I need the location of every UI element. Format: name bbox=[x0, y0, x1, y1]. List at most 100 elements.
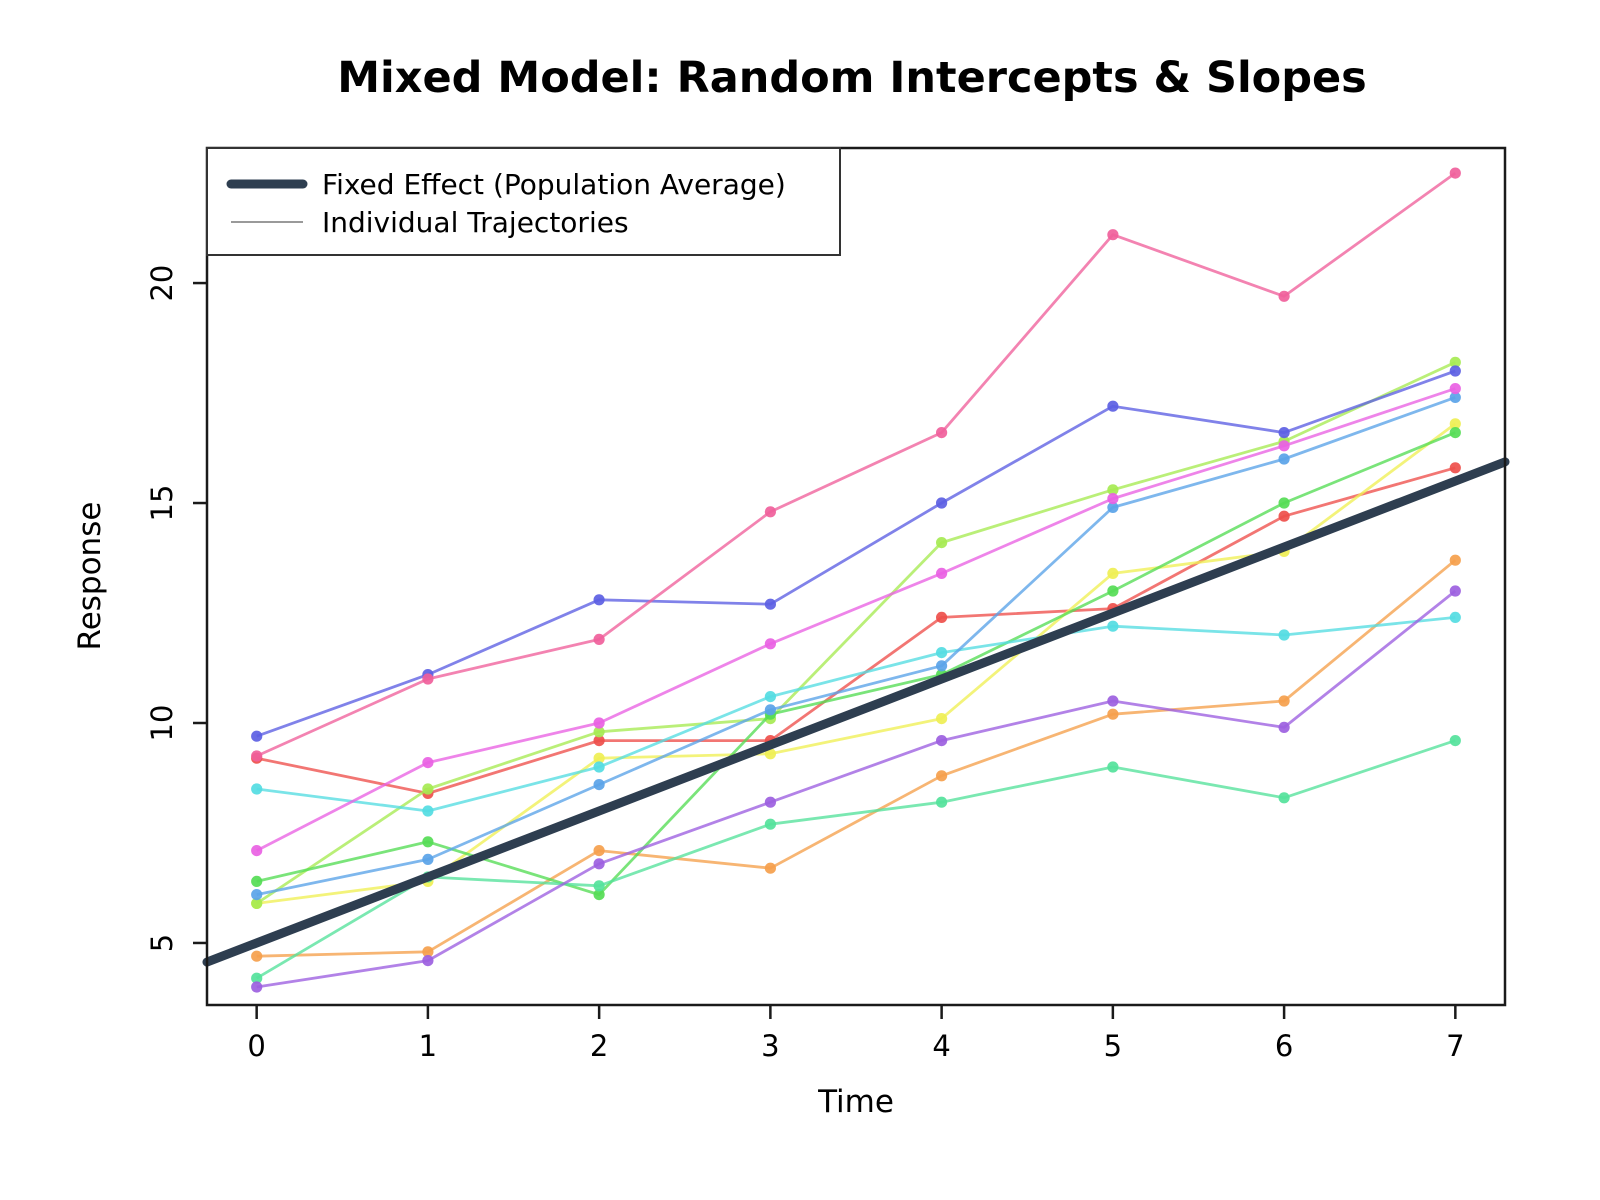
data-point-Subject-10 bbox=[764, 796, 777, 808]
data-point-Subject-9 bbox=[593, 594, 605, 606]
y-axis-title: Response bbox=[72, 502, 108, 651]
series-line-Subject-5 bbox=[256, 431, 1456, 896]
data-point-Subject-8 bbox=[422, 853, 434, 866]
data-point-Subject-12 bbox=[593, 633, 605, 646]
legend-individual-label: Individual Trajectories bbox=[322, 206, 629, 239]
data-point-Subject-1 bbox=[1278, 510, 1290, 522]
x-tick-label: 3 bbox=[761, 1029, 779, 1063]
data-point-Subject-10 bbox=[936, 735, 948, 747]
y-tick-label: 10 bbox=[145, 705, 179, 742]
data-point-Subject-7 bbox=[593, 761, 605, 773]
data-point-Subject-8 bbox=[1107, 501, 1119, 513]
data-point-Subject-6 bbox=[936, 796, 948, 808]
data-point-Subject-7 bbox=[936, 647, 948, 659]
data-point-Subject-12 bbox=[936, 427, 948, 439]
data-point-Subject-6 bbox=[1449, 735, 1461, 747]
data-point-Subject-11 bbox=[422, 757, 434, 769]
data-point-Subject-9 bbox=[1449, 365, 1461, 377]
data-point-Subject-11 bbox=[1449, 383, 1461, 395]
y-tick-label: 5 bbox=[145, 934, 179, 952]
data-point-Subject-3 bbox=[1107, 567, 1119, 580]
data-point-Subject-9 bbox=[764, 598, 777, 610]
legend: Fixed Effect (Population Average) Indivi… bbox=[206, 147, 841, 256]
series-line-Subject-4 bbox=[255, 361, 1456, 905]
data-point-Subject-7 bbox=[251, 783, 263, 795]
data-point-Subject-9 bbox=[251, 730, 263, 742]
x-tick-label: 0 bbox=[247, 1029, 265, 1063]
data-point-Subject-8 bbox=[251, 889, 263, 901]
data-point-Subject-11 bbox=[1107, 493, 1119, 505]
data-point-Subject-8 bbox=[936, 660, 948, 672]
data-point-Subject-2 bbox=[936, 770, 948, 782]
data-point-Subject-2 bbox=[1107, 708, 1119, 720]
legend-box bbox=[206, 147, 841, 256]
x-tick-label: 5 bbox=[1104, 1029, 1122, 1063]
chart-title: Mixed Model: Random Intercepts & Slopes bbox=[337, 53, 1367, 103]
data-point-Subject-11 bbox=[764, 638, 777, 650]
data-point-Subject-7 bbox=[1278, 629, 1290, 641]
data-point-Subject-7 bbox=[1449, 611, 1461, 624]
data-point-Subject-2 bbox=[593, 845, 605, 857]
data-point-Subject-8 bbox=[593, 779, 605, 791]
data-point-Subject-9 bbox=[936, 497, 948, 509]
data-point-Subject-4 bbox=[1107, 484, 1119, 496]
data-point-Subject-1 bbox=[936, 611, 948, 624]
legend-fixed-label: Fixed Effect (Population Average) bbox=[322, 168, 786, 201]
data-point-Subject-10 bbox=[1107, 695, 1119, 707]
data-point-Subject-8 bbox=[764, 704, 777, 716]
data-point-Subject-12 bbox=[764, 506, 777, 518]
data-point-Subject-6 bbox=[1107, 761, 1119, 773]
data-point-Subject-12 bbox=[1278, 290, 1290, 302]
x-axis-title: Time bbox=[817, 1084, 894, 1120]
data-point-Subject-6 bbox=[1278, 792, 1290, 804]
x-tick-label: 4 bbox=[932, 1029, 950, 1063]
data-point-Subject-3 bbox=[1449, 418, 1461, 430]
data-point-Subject-4 bbox=[422, 783, 434, 795]
data-point-Subject-2 bbox=[251, 950, 263, 962]
data-point-Subject-10 bbox=[593, 858, 605, 870]
series-line-Subject-11 bbox=[256, 387, 1456, 852]
series-line-Subject-3 bbox=[256, 422, 1457, 905]
data-point-Subject-7 bbox=[764, 691, 777, 703]
data-point-Subject-6 bbox=[593, 880, 605, 892]
series-line-Subject-7 bbox=[256, 616, 1456, 813]
data-point-Subject-1 bbox=[593, 735, 605, 747]
x-tick-label: 2 bbox=[590, 1029, 608, 1063]
x-tick-label: 6 bbox=[1275, 1029, 1293, 1063]
data-point-Subject-5 bbox=[1278, 497, 1290, 509]
series-line-Subject-12 bbox=[256, 171, 1457, 758]
x-tick-label: 7 bbox=[1446, 1029, 1464, 1063]
data-point-Subject-2 bbox=[764, 862, 777, 874]
data-point-Subject-3 bbox=[593, 752, 605, 764]
y-tick-label: 15 bbox=[145, 485, 179, 522]
data-point-Subject-11 bbox=[1278, 440, 1290, 452]
series-line-Subject-10 bbox=[256, 589, 1457, 989]
data-point-Subject-4 bbox=[251, 897, 263, 910]
data-point-Subject-5 bbox=[1449, 427, 1461, 439]
data-point-Subject-12 bbox=[422, 673, 434, 685]
data-point-Subject-9 bbox=[1278, 427, 1290, 439]
data-point-Subject-2 bbox=[422, 946, 434, 958]
series-line-Subject-2 bbox=[256, 559, 1457, 958]
data-point-Subject-11 bbox=[251, 845, 263, 857]
data-point-Subject-7 bbox=[422, 805, 434, 817]
data-point-Subject-12 bbox=[1449, 167, 1461, 179]
fixed-effect-layer bbox=[202, 457, 1510, 967]
series-line-Subject-9 bbox=[256, 369, 1456, 738]
data-point-Subject-2 bbox=[1449, 554, 1461, 566]
data-point-Subject-7 bbox=[1107, 620, 1119, 632]
data-point-Subject-5 bbox=[593, 889, 605, 901]
x-tick-label: 1 bbox=[419, 1029, 437, 1063]
data-point-Subject-5 bbox=[251, 875, 263, 888]
data-point-Subject-10 bbox=[251, 981, 263, 993]
data-point-Subject-9 bbox=[1107, 400, 1119, 412]
plot-border bbox=[205, 146, 1507, 1007]
data-point-Subject-3 bbox=[764, 748, 777, 760]
data-point-Subject-4 bbox=[1449, 356, 1461, 368]
y-tick-label: 20 bbox=[145, 265, 179, 302]
fixed-effect-line bbox=[202, 457, 1510, 967]
data-point-Subject-1 bbox=[1449, 462, 1461, 474]
data-point-Subject-11 bbox=[593, 717, 605, 729]
